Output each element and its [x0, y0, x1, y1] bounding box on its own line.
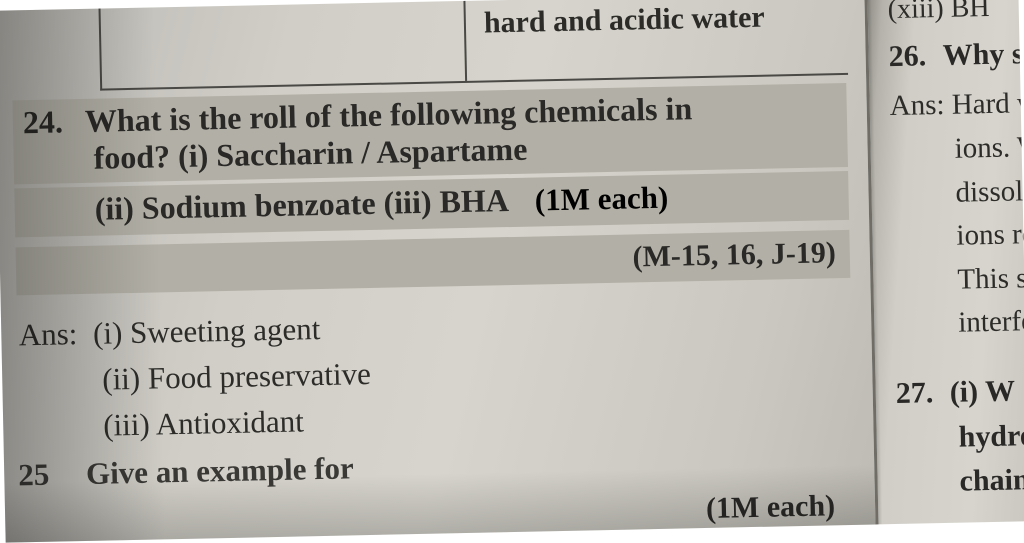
answer-label: Ans: [15, 316, 86, 353]
question-27-body-line: chain [959, 458, 1024, 504]
answer-24-iii: (iii) Antioxidant [103, 392, 856, 444]
left-column: hard and acidic water 24.What is the rol… [0, 0, 875, 543]
question-24-text-line3: (ii) Sodium benzoate (iii) BHA [94, 182, 509, 227]
answer-26-body-line: This so [957, 257, 1024, 302]
question-26: 26.Why soa [888, 37, 1020, 74]
textbook-page-photo: hard and acidic water 24.What is the rol… [0, 0, 1024, 543]
question-27: 27.(i) W [895, 374, 1024, 411]
question-27-number: 27. [895, 375, 950, 410]
answer-24: Ans: (i) Sweeting agent (ii) Food preser… [15, 300, 855, 446]
answer-24-i: (i) Sweeting agent [93, 311, 321, 351]
answer-26-label: Ans: [889, 89, 944, 122]
question-24-reference: (M-15, 16, J-19) [632, 236, 836, 273]
right-column: (xiii) BH 26.Why soa Ans: Hard wa ions. … [864, 0, 1024, 524]
question-25-text: Give an example for [86, 450, 354, 491]
question-26-text: Why soa [942, 37, 1024, 72]
answer-26-body-line: ions. W [954, 126, 1022, 171]
question-24: 24.What is the roll of the following che… [10, 83, 852, 296]
table-cell-empty [101, 1, 468, 89]
answer-26-body-line: dissolve [955, 170, 1023, 215]
question-24-number: 24. [23, 103, 86, 141]
answer-24-ii: (ii) Food preservative [102, 346, 855, 398]
question-27-body-line: hydro [958, 414, 1024, 460]
right-top-fragment: (xiii) BH [887, 0, 1019, 26]
answer-26-body-line: ions re [956, 213, 1024, 258]
table-fragment: hard and acidic water [99, 0, 849, 91]
answer-26: Ans: Hard wa [889, 87, 1021, 123]
answer-26-body: ions. W dissolve ions re This so interfe [954, 126, 1024, 345]
question-26-number: 26. [888, 39, 943, 74]
answer-26-body-line: interfe [958, 300, 1024, 345]
question-24-reference-bar: (M-15, 16, J-19) [16, 230, 851, 295]
question-25-number: 25 [18, 456, 79, 493]
table-cell-text: hard and acidic water [465, 0, 848, 81]
question-27-first: (i) W [949, 374, 1015, 408]
question-27-body: hydro chain [958, 414, 1024, 504]
question-25-marks: (1M each) [706, 489, 836, 526]
answer-26-first: Hard wa [951, 87, 1024, 121]
question-24-line1-bar: 24.What is the roll of the following che… [12, 83, 848, 184]
question-24-marks: (1M each) [534, 180, 668, 218]
question-25-fragment: 25 Give an example for [18, 440, 857, 494]
